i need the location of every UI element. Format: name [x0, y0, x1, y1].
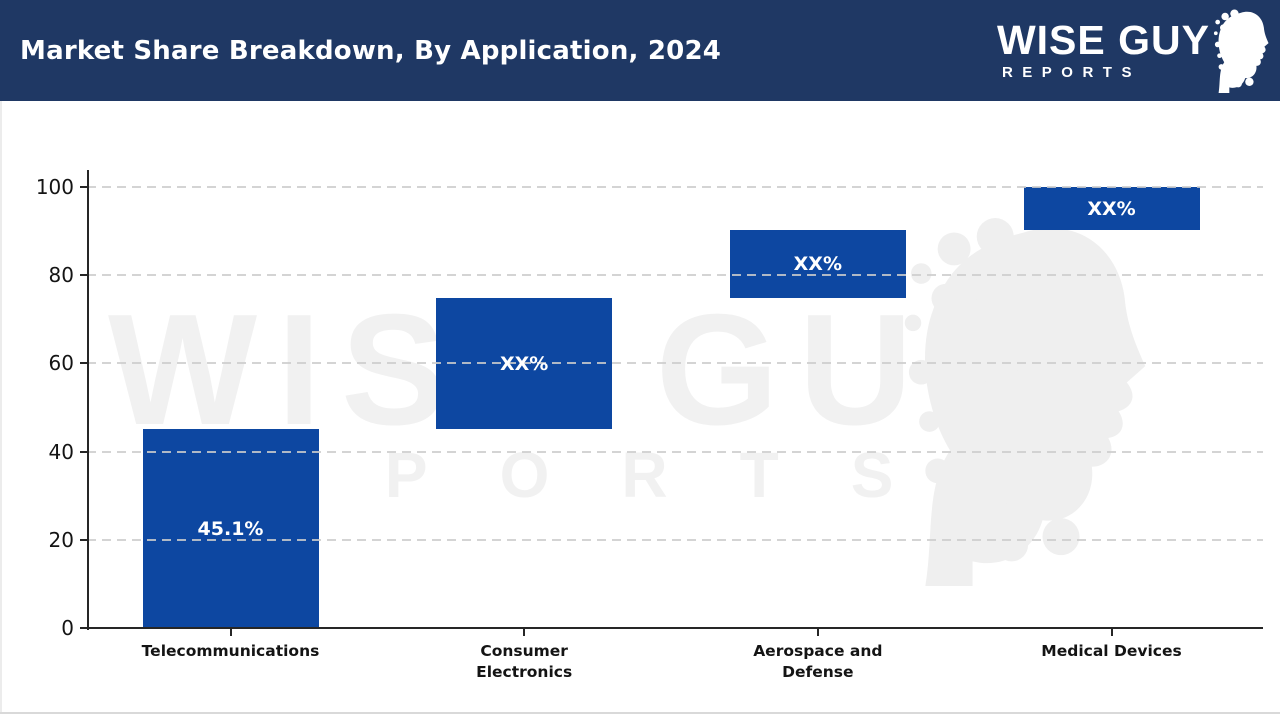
y-axis-tick-mark — [80, 362, 88, 365]
x-axis-label-line: Aerospace and — [753, 642, 883, 660]
y-axis-tick-mark — [80, 450, 88, 453]
bar-telecommunications — [142, 429, 319, 629]
wise-guy-logo: WISE GUY REPORTS — [997, 9, 1270, 93]
x-axis-tick-mark — [523, 629, 526, 636]
y-axis-tick-label: 40 — [48, 439, 74, 464]
x-axis-label-line: Consumer — [480, 642, 568, 660]
gridline-100 — [87, 185, 1263, 188]
x-axis-label-medical-devices: Medical Devices — [962, 641, 1262, 662]
y-axis-tick-label: 20 — [48, 527, 74, 552]
bar-value-label-medical-devices: XX% — [1087, 197, 1136, 220]
logo-wordmark-line1: WISE GUY — [996, 17, 1210, 63]
y-axis-tick-mark — [80, 627, 88, 630]
y-axis-tick-label: 0 — [61, 616, 74, 641]
header-bar: Market Share Breakdown, By Application, … — [0, 0, 1280, 101]
gridline-40 — [87, 450, 1263, 453]
bar-value-label-aerospace-and-defense: XX% — [793, 253, 842, 276]
wise-guy-head-icon — [1212, 9, 1270, 93]
x-axis-label-aerospace-and-defense: Aerospace and Defense — [668, 641, 968, 683]
bar-value-label-consumer-electronics: XX% — [499, 352, 549, 375]
chart-title: Market Share Breakdown, By Application, … — [20, 35, 722, 66]
frame-left-border — [0, 101, 2, 712]
y-axis-tick-mark — [80, 274, 88, 277]
bar-value-label-telecommunications: 45.1% — [197, 517, 264, 540]
gridline-60 — [87, 362, 1263, 365]
y-axis-tick-label: 100 — [35, 174, 74, 199]
y-axis-tick-label: 80 — [48, 263, 74, 288]
gridline-80 — [87, 274, 1263, 277]
y-axis-tick-label: 60 — [48, 351, 74, 376]
gridline-20 — [87, 538, 1263, 541]
x-axis-tick-mark — [816, 629, 819, 636]
x-axis-label-consumer-electronics: Consumer Electronics — [374, 641, 674, 683]
bar-aerospace-and-defense — [729, 230, 906, 299]
x-axis-label-line: Medical Devices — [1041, 642, 1182, 660]
x-axis-tick-mark — [229, 629, 232, 636]
bar-medical-devices — [1023, 186, 1200, 231]
x-axis-label-line: Electronics — [476, 662, 573, 681]
x-axis-label-telecommunications: Telecommunications — [81, 641, 381, 662]
y-axis-tick-mark — [80, 538, 88, 541]
y-axis-tick-mark — [80, 185, 88, 188]
watermark-head-icon — [856, 216, 1192, 586]
x-axis-label-line: Defense — [782, 662, 854, 681]
logo-wordmark: WISE GUY REPORTS — [996, 17, 1210, 82]
x-axis-spine — [87, 627, 1263, 630]
y-axis-spine — [87, 170, 89, 631]
frame-bottom-border — [0, 712, 1280, 714]
x-axis-label-line: Telecommunications — [141, 642, 320, 660]
x-axis-tick-mark — [1110, 629, 1113, 636]
logo-wordmark-line2: REPORTS — [1001, 64, 1141, 81]
